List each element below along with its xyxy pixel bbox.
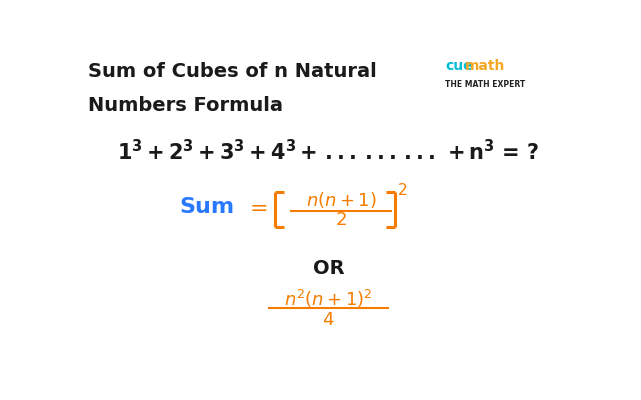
Text: OR: OR	[313, 259, 344, 278]
Text: Sum of Cubes of n Natural: Sum of Cubes of n Natural	[88, 62, 376, 81]
Text: $=$: $=$	[246, 197, 268, 217]
Text: $n(n + 1)$: $n(n + 1)$	[306, 190, 376, 210]
Text: $2$: $2$	[335, 212, 347, 230]
Text: $\mathbf{1^3 + 2^3 + 3^3 + 4^3 +\,...\,...\,...\, + n^3\, =\, ?}$: $\mathbf{1^3 + 2^3 + 3^3 + 4^3 +\,...\,.…	[117, 138, 540, 164]
Text: $2$: $2$	[397, 182, 407, 198]
Text: cue: cue	[445, 59, 473, 73]
Text: math: math	[465, 59, 506, 73]
Text: Sum: Sum	[179, 197, 235, 217]
Text: $4$: $4$	[322, 311, 335, 329]
Text: $n^2(n + 1)^2$: $n^2(n + 1)^2$	[284, 288, 373, 310]
Text: Numbers Formula: Numbers Formula	[88, 96, 283, 115]
Text: THE MATH EXPERT: THE MATH EXPERT	[445, 80, 526, 89]
